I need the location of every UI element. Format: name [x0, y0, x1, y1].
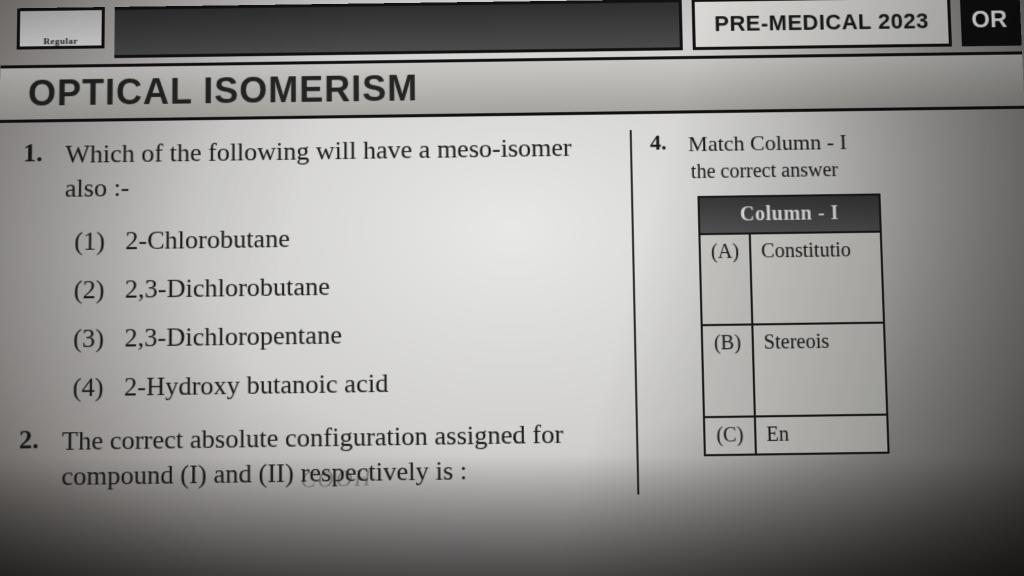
or-text: OR [971, 6, 1008, 34]
row-key: (B) [702, 324, 755, 417]
q2-number: 2. [19, 424, 58, 455]
q1-option-1: (1) 2-Chlorobutane [74, 221, 608, 255]
row-val: En [755, 414, 889, 454]
option-text: 2-Hydroxy butanoic acid [124, 368, 389, 401]
option-label: (1) [74, 228, 119, 255]
topic-title: OPTICAL ISOMERISM [28, 68, 419, 115]
edition-text: PRE-MEDICAL 2023 [714, 9, 929, 37]
match-table: Column - I (A) Constitutio (B) Stereois … [698, 193, 890, 456]
q4-number: 4. [650, 129, 685, 155]
table-row: (B) Stereois [702, 322, 887, 417]
table-row: (C) En [704, 414, 888, 455]
option-text: 2,3-Dichloropentane [124, 320, 342, 353]
q1-option-2: (2) 2,3-Dichlorobutane [74, 269, 609, 303]
option-text: 2-Chlorobutane [125, 223, 290, 254]
question-1: 1. Which of the following will have a me… [22, 130, 607, 207]
q1-option-4: (4) 2-Hydroxy butanoic acid [72, 367, 610, 401]
row-key: (C) [704, 416, 756, 455]
thumb-label: Regular [43, 36, 78, 46]
q1-text: Which of the following will have a meso-… [65, 130, 605, 206]
header-thumbnail: Regular [17, 7, 105, 49]
q1-options: (1) 2-Chlorobutane (2) 2,3-Dichlorobutan… [72, 221, 610, 401]
left-column: 1. Which of the following will have a me… [0, 130, 639, 504]
faint-formula: COOH [300, 465, 372, 494]
row-val: Stereois [752, 322, 887, 416]
option-label: (3) [73, 325, 118, 352]
edition-box: PRE-MEDICAL 2023 [692, 0, 952, 50]
right-column: 4. Match Column - I the correct answer C… [632, 125, 1024, 495]
option-label: (2) [74, 276, 119, 303]
q1-number: 1. [23, 138, 62, 168]
or-badge: OR [960, 0, 1022, 46]
row-val: Constitutio [750, 231, 884, 324]
q4-line1: Match Column - I [688, 129, 847, 156]
option-text: 2,3-Dichlorobutane [125, 271, 330, 303]
table-header-row: Column - I [699, 194, 881, 234]
header-banner [114, 0, 683, 58]
option-label: (4) [72, 374, 117, 401]
table-header: Column - I [699, 194, 881, 234]
question-4: 4. Match Column - I the correct answer [650, 125, 1024, 185]
table-row: (A) Constitutio [699, 231, 883, 325]
q1-option-3: (3) 2,3-Dichloropentane [73, 318, 610, 352]
q4-line2: the correct answer [691, 156, 1024, 184]
row-key: (A) [699, 233, 752, 325]
